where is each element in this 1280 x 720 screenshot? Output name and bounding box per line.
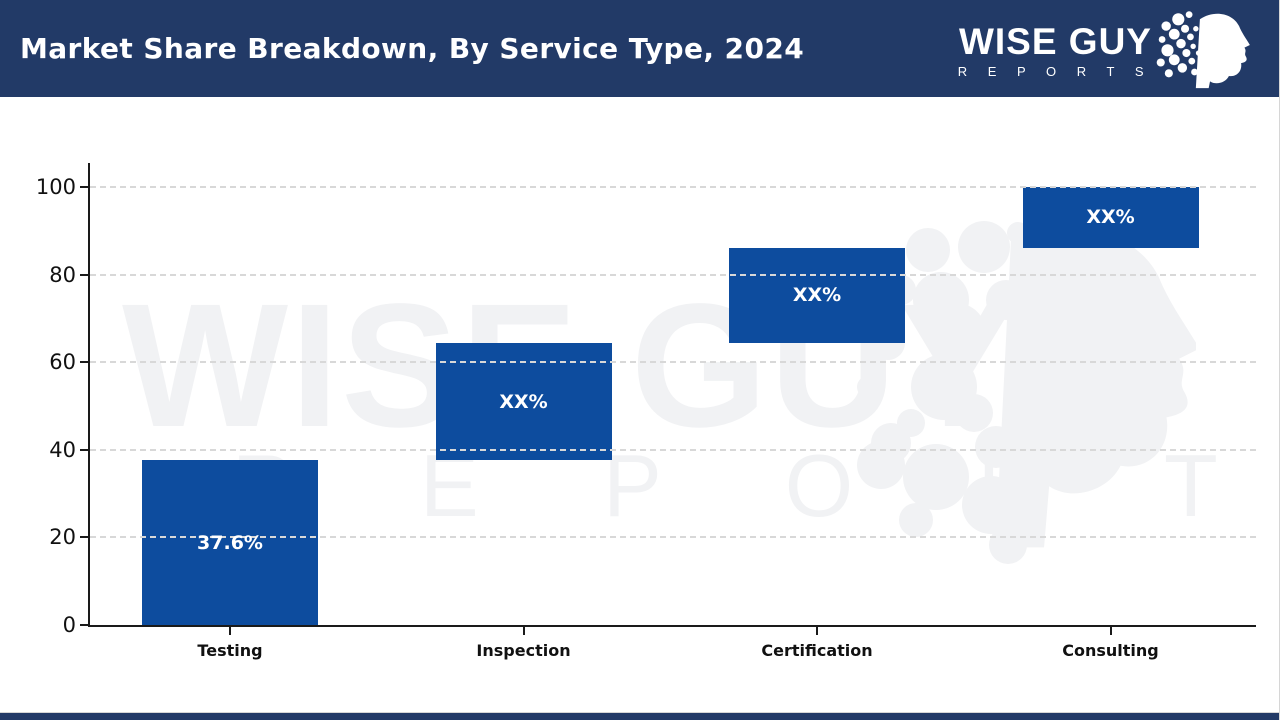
report-header: Market Share Breakdown, By Service Type,… bbox=[0, 0, 1279, 97]
bar-value-label-inspection: XX% bbox=[499, 390, 548, 413]
x-axis-label-inspection: Inspection bbox=[476, 641, 571, 660]
gridline-100 bbox=[90, 186, 1256, 188]
watermark-head-icon bbox=[857, 221, 1196, 564]
x-axis-tick-testing bbox=[229, 627, 231, 635]
gridline-20 bbox=[90, 536, 1256, 539]
bar-testing bbox=[142, 460, 318, 625]
y-axis-tick-label-100: 100 bbox=[35, 175, 76, 199]
x-axis-tick-inspection bbox=[522, 627, 525, 635]
bar-consulting bbox=[1022, 187, 1199, 248]
footer-bar bbox=[0, 713, 1279, 720]
y-axis-tick-60 bbox=[80, 361, 88, 364]
x-axis-line bbox=[88, 625, 1256, 627]
y-axis-tick-40 bbox=[80, 448, 88, 451]
logo-head-icon bbox=[1156, 10, 1250, 88]
logo-wordmark-line1: WISE GUY bbox=[958, 21, 1152, 62]
logo-wordmark: WISE GUY R E P O R T S bbox=[954, 23, 1152, 78]
x-axis-label-certification: Certification bbox=[761, 641, 873, 660]
report-title: Market Share Breakdown, By Service Type,… bbox=[20, 32, 805, 65]
y-axis-tick-20 bbox=[80, 536, 88, 539]
y-axis-tick-label-20: 20 bbox=[49, 525, 76, 550]
y-axis-tick-label-0: 0 bbox=[62, 613, 76, 637]
y-axis-tick-label-60: 60 bbox=[49, 350, 76, 375]
y-axis-line bbox=[88, 163, 90, 627]
gridline-80 bbox=[90, 273, 1256, 276]
x-axis-tick-certification bbox=[816, 627, 818, 635]
gridline-40 bbox=[90, 448, 1256, 451]
y-axis-tick-80 bbox=[80, 273, 88, 276]
bar-value-label-certification: XX% bbox=[792, 284, 842, 307]
gridline-60 bbox=[90, 361, 1256, 364]
y-axis-tick-0 bbox=[80, 624, 88, 626]
x-axis-label-testing: Testing bbox=[197, 641, 263, 660]
chart-bottom-border bbox=[0, 712, 1279, 713]
bar-value-label-testing: 37.6% bbox=[197, 531, 263, 554]
y-axis-tick-label-80: 80 bbox=[49, 262, 76, 287]
wise-guy-logo: WISE GUY R E P O R T S bbox=[954, 3, 1262, 95]
bar-value-label-consulting: XX% bbox=[1086, 206, 1135, 229]
y-axis-tick-100 bbox=[80, 186, 88, 188]
logo-wordmark-line2: R E P O R T S bbox=[957, 64, 1152, 79]
x-axis-label-consulting: Consulting bbox=[1062, 641, 1159, 660]
bar-certification bbox=[729, 247, 905, 343]
x-axis-tick-consulting bbox=[1109, 627, 1112, 635]
y-axis-tick-label-40: 40 bbox=[49, 437, 76, 462]
